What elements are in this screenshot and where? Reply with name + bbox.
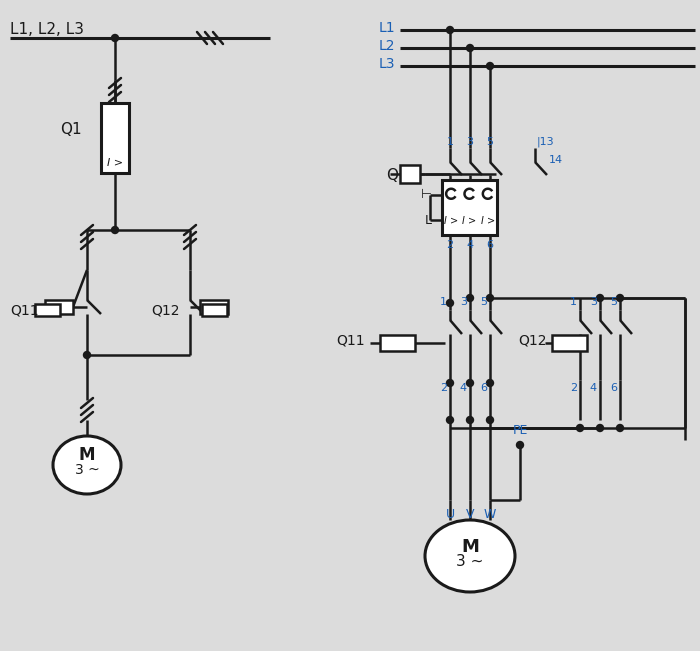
Text: 3: 3 <box>590 297 597 307</box>
Text: I >: I > <box>481 216 495 227</box>
Text: L1: L1 <box>379 21 395 35</box>
Text: I >: I > <box>444 216 458 227</box>
Circle shape <box>596 424 603 432</box>
Text: 2: 2 <box>570 383 577 393</box>
Circle shape <box>466 417 473 424</box>
Text: 2: 2 <box>440 383 447 393</box>
Text: L: L <box>425 214 432 227</box>
Text: ⊢: ⊢ <box>421 189 432 202</box>
Bar <box>552 335 587 351</box>
Text: 2: 2 <box>447 240 454 250</box>
Circle shape <box>447 299 454 307</box>
Bar <box>400 165 420 183</box>
Circle shape <box>577 424 584 432</box>
Circle shape <box>466 44 473 51</box>
Circle shape <box>466 380 473 387</box>
Text: I >: I > <box>107 158 123 168</box>
Circle shape <box>617 294 624 301</box>
Circle shape <box>111 227 118 234</box>
Text: 3: 3 <box>460 297 467 307</box>
Text: M: M <box>461 538 479 556</box>
Circle shape <box>486 294 493 301</box>
Circle shape <box>447 417 454 424</box>
Text: L3: L3 <box>379 57 395 71</box>
Text: 6: 6 <box>610 383 617 393</box>
Text: 4: 4 <box>460 383 467 393</box>
Circle shape <box>596 294 603 301</box>
Text: 1: 1 <box>447 137 454 147</box>
Bar <box>101 103 129 173</box>
Circle shape <box>447 380 454 387</box>
Text: Q12: Q12 <box>151 303 179 317</box>
Ellipse shape <box>425 520 515 592</box>
Text: PE: PE <box>512 424 528 437</box>
Bar <box>200 300 228 314</box>
Circle shape <box>447 27 454 33</box>
Text: |13: |13 <box>537 137 554 147</box>
Text: 4: 4 <box>590 383 597 393</box>
Text: U: U <box>445 508 454 521</box>
Text: L2: L2 <box>379 39 395 53</box>
Text: 6: 6 <box>486 240 493 250</box>
Text: 4: 4 <box>466 240 474 250</box>
Circle shape <box>617 424 624 432</box>
Circle shape <box>517 441 524 449</box>
Ellipse shape <box>53 436 121 494</box>
Text: 3 ~: 3 ~ <box>456 555 484 570</box>
Text: I >: I > <box>463 216 477 227</box>
Text: 5: 5 <box>486 137 493 147</box>
Text: 3 ~: 3 ~ <box>75 463 99 477</box>
Circle shape <box>486 380 493 387</box>
Text: 1: 1 <box>570 297 577 307</box>
Circle shape <box>111 35 118 42</box>
Bar <box>442 180 497 235</box>
Text: Q11: Q11 <box>337 333 365 347</box>
Text: Q: Q <box>386 167 398 182</box>
Text: V: V <box>466 508 475 521</box>
Text: 5: 5 <box>610 297 617 307</box>
Text: 5: 5 <box>480 297 487 307</box>
Bar <box>202 304 227 316</box>
Circle shape <box>83 352 90 359</box>
Text: Q12: Q12 <box>518 333 547 347</box>
Bar <box>35 304 60 316</box>
Text: L1, L2, L3: L1, L2, L3 <box>10 23 84 38</box>
Text: M: M <box>78 446 95 464</box>
Text: 1: 1 <box>440 297 447 307</box>
Bar <box>45 300 73 314</box>
Bar <box>380 335 415 351</box>
Text: 14: 14 <box>549 155 563 165</box>
Text: Q1: Q1 <box>60 122 82 137</box>
Text: 3: 3 <box>466 137 473 147</box>
Text: W: W <box>484 508 496 521</box>
Circle shape <box>486 417 493 424</box>
Circle shape <box>486 62 493 70</box>
Text: 6: 6 <box>480 383 487 393</box>
Circle shape <box>466 294 473 301</box>
Text: Q11: Q11 <box>10 303 38 317</box>
